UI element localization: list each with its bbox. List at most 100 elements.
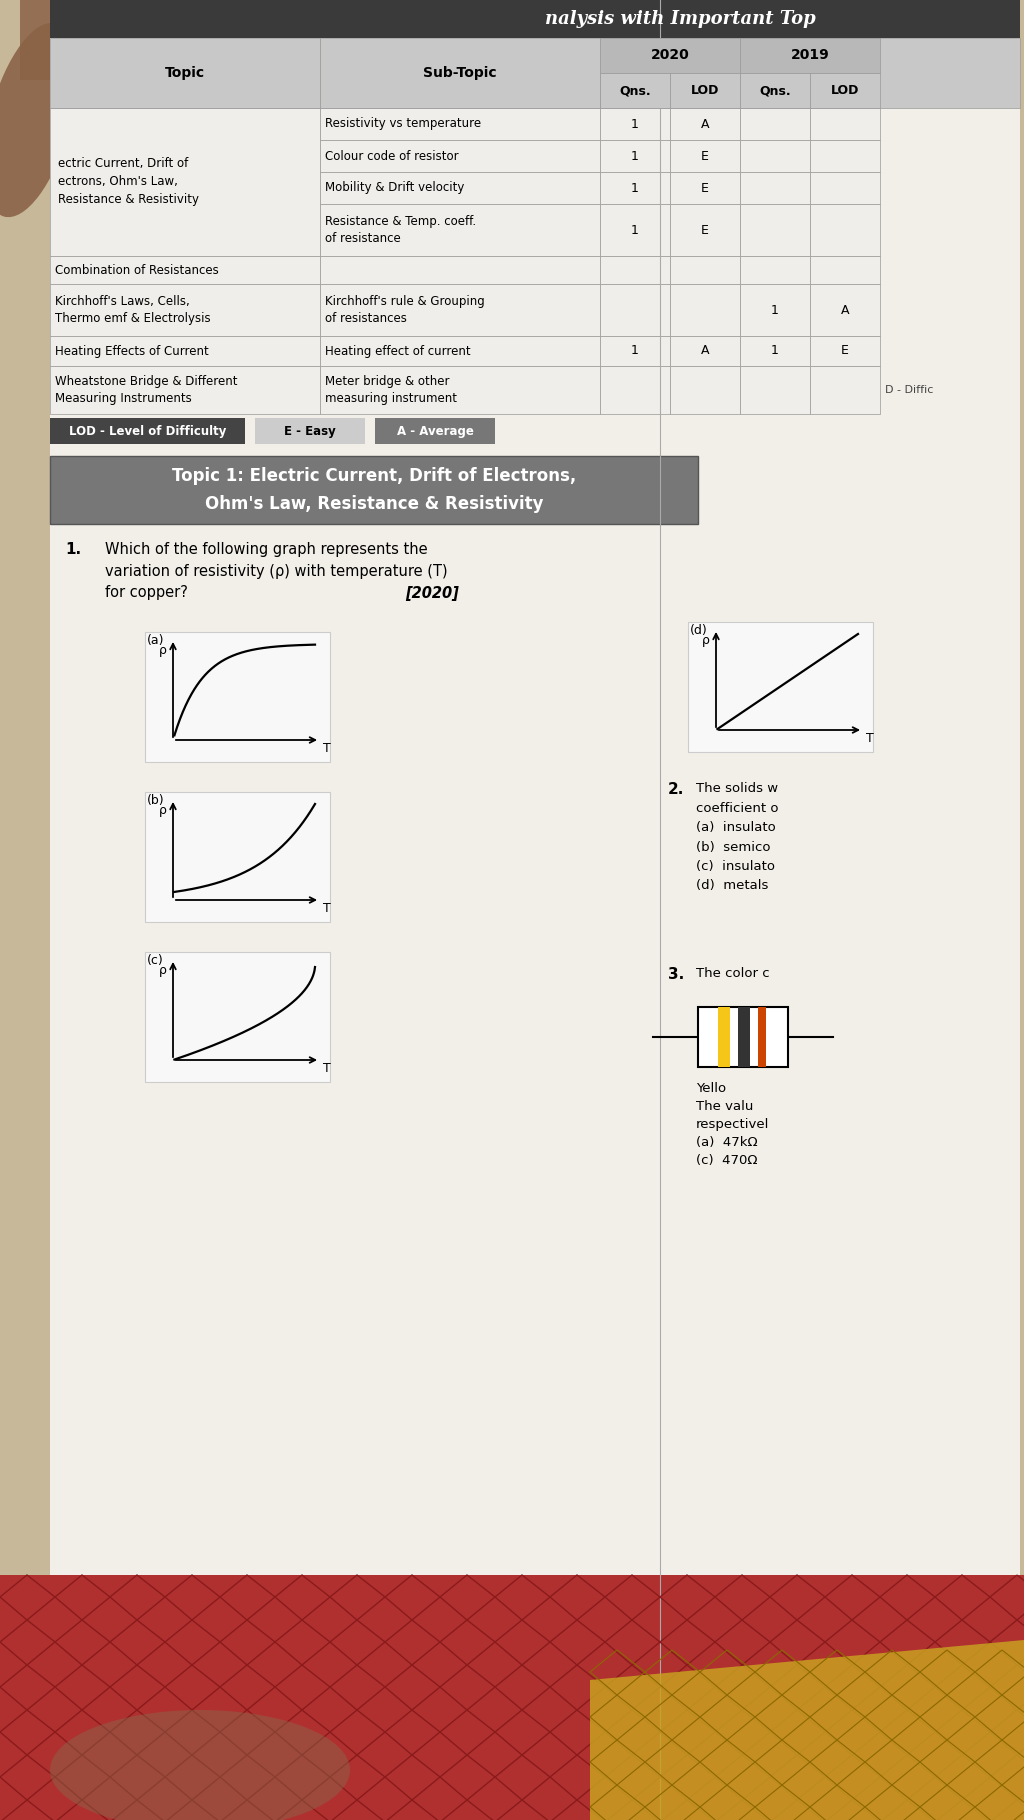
Bar — [600, 366, 670, 413]
Text: Mobility & Drift velocity: Mobility & Drift velocity — [325, 182, 464, 195]
Bar — [810, 366, 880, 413]
Text: 1: 1 — [631, 149, 639, 162]
Bar — [50, 366, 319, 413]
Text: LOD: LOD — [691, 84, 719, 96]
Bar — [319, 284, 600, 337]
Bar — [740, 140, 810, 173]
Bar — [600, 38, 1020, 107]
Text: (c)  470Ω: (c) 470Ω — [696, 1154, 758, 1167]
Bar — [758, 1006, 766, 1067]
Bar — [600, 140, 670, 173]
Bar — [600, 337, 670, 366]
Text: 1: 1 — [771, 304, 779, 317]
Bar — [810, 173, 880, 204]
Bar — [319, 107, 600, 140]
Polygon shape — [590, 1640, 1024, 1820]
Text: (d): (d) — [690, 624, 708, 637]
Bar — [740, 73, 810, 107]
Bar — [50, 0, 1020, 38]
Bar — [810, 107, 880, 140]
Text: D - Diffic: D - Diffic — [885, 386, 933, 395]
Bar — [255, 419, 365, 444]
Text: The solids w
coefficient o
(a)  insulato
(b)  semico
(c)  insulato
(d)  metals: The solids w coefficient o (a) insulato … — [696, 783, 778, 892]
Ellipse shape — [50, 1711, 350, 1820]
Text: Resistivity vs temperature: Resistivity vs temperature — [325, 118, 481, 131]
Text: [2020]: [2020] — [406, 586, 459, 601]
Bar — [145, 952, 330, 1083]
Text: Kirchhoff's Laws, Cells,
Thermo emf & Electrolysis: Kirchhoff's Laws, Cells, Thermo emf & El… — [55, 295, 211, 326]
Text: 1: 1 — [631, 344, 639, 357]
Text: A: A — [841, 304, 849, 317]
Bar — [810, 140, 880, 173]
Bar — [698, 1006, 788, 1067]
Text: Heating effect of current: Heating effect of current — [325, 344, 471, 357]
Text: Resistance & Temp. coeff.
of resistance: Resistance & Temp. coeff. of resistance — [325, 215, 476, 244]
Text: Yello: Yello — [696, 1083, 726, 1096]
Bar — [50, 337, 319, 366]
Ellipse shape — [52, 0, 108, 80]
Bar — [810, 204, 880, 257]
Bar — [375, 419, 495, 444]
Text: The valu: The valu — [696, 1099, 754, 1114]
Ellipse shape — [108, 0, 163, 80]
Text: Topic 1: Electric Current, Drift of Electrons,
Ohm's Law, Resistance & Resistivi: Topic 1: Electric Current, Drift of Elec… — [172, 468, 577, 513]
Bar — [319, 173, 600, 204]
Text: 1: 1 — [631, 182, 639, 195]
Bar — [688, 622, 873, 752]
Bar — [670, 73, 740, 107]
Text: A: A — [700, 118, 710, 131]
Bar — [670, 173, 740, 204]
Bar — [319, 38, 600, 107]
Bar — [670, 337, 740, 366]
Text: 2019: 2019 — [791, 47, 829, 62]
Bar — [810, 337, 880, 366]
Bar — [600, 284, 670, 337]
Text: respectivel: respectivel — [696, 1117, 769, 1130]
Text: T: T — [323, 1063, 331, 1076]
Text: A - Average: A - Average — [396, 424, 473, 437]
Bar — [810, 284, 880, 337]
Bar — [670, 284, 740, 337]
Text: E: E — [841, 344, 849, 357]
Text: Kirchhoff's rule & Grouping
of resistances: Kirchhoff's rule & Grouping of resistanc… — [325, 295, 484, 324]
Bar — [20, 0, 170, 80]
Text: ectric Current, Drift of
ectrons, Ohm's Law,
Resistance & Resistivity: ectric Current, Drift of ectrons, Ohm's … — [58, 158, 199, 206]
Bar — [740, 173, 810, 204]
Bar — [718, 1006, 730, 1067]
Text: LOD: LOD — [830, 84, 859, 96]
Bar — [670, 140, 740, 173]
Bar — [600, 257, 670, 284]
Text: nalysis with Important Top: nalysis with Important Top — [545, 9, 816, 27]
Bar — [810, 257, 880, 284]
Bar — [670, 107, 740, 140]
Bar — [50, 257, 319, 284]
Text: Topic: Topic — [165, 66, 205, 80]
Bar — [600, 73, 670, 107]
Bar — [810, 73, 880, 107]
Text: A: A — [700, 344, 710, 357]
Bar — [319, 337, 600, 366]
Text: 2.: 2. — [668, 783, 684, 797]
Bar — [740, 257, 810, 284]
Text: ρ: ρ — [159, 965, 167, 977]
Text: E - Easy: E - Easy — [284, 424, 336, 437]
Text: Sub-Topic: Sub-Topic — [423, 66, 497, 80]
Text: Heating Effects of Current: Heating Effects of Current — [55, 344, 209, 357]
Bar — [50, 284, 319, 337]
Text: 1: 1 — [631, 118, 639, 131]
Text: 3.: 3. — [668, 966, 684, 983]
Bar — [670, 204, 740, 257]
Text: Qns.: Qns. — [620, 84, 651, 96]
Text: ρ: ρ — [159, 644, 167, 657]
Bar — [50, 457, 698, 524]
Text: (c): (c) — [147, 954, 164, 966]
Bar — [740, 107, 810, 140]
Bar — [0, 1574, 1024, 1820]
Text: LOD - Level of Difficulty: LOD - Level of Difficulty — [70, 424, 226, 437]
Bar — [600, 107, 670, 140]
Text: ρ: ρ — [702, 633, 710, 646]
Bar — [670, 257, 740, 284]
Text: Which of the following graph represents the
variation of resistivity (ρ) with te: Which of the following graph represents … — [105, 542, 447, 601]
Bar — [740, 284, 810, 337]
Text: (a)  47kΩ: (a) 47kΩ — [696, 1136, 758, 1148]
